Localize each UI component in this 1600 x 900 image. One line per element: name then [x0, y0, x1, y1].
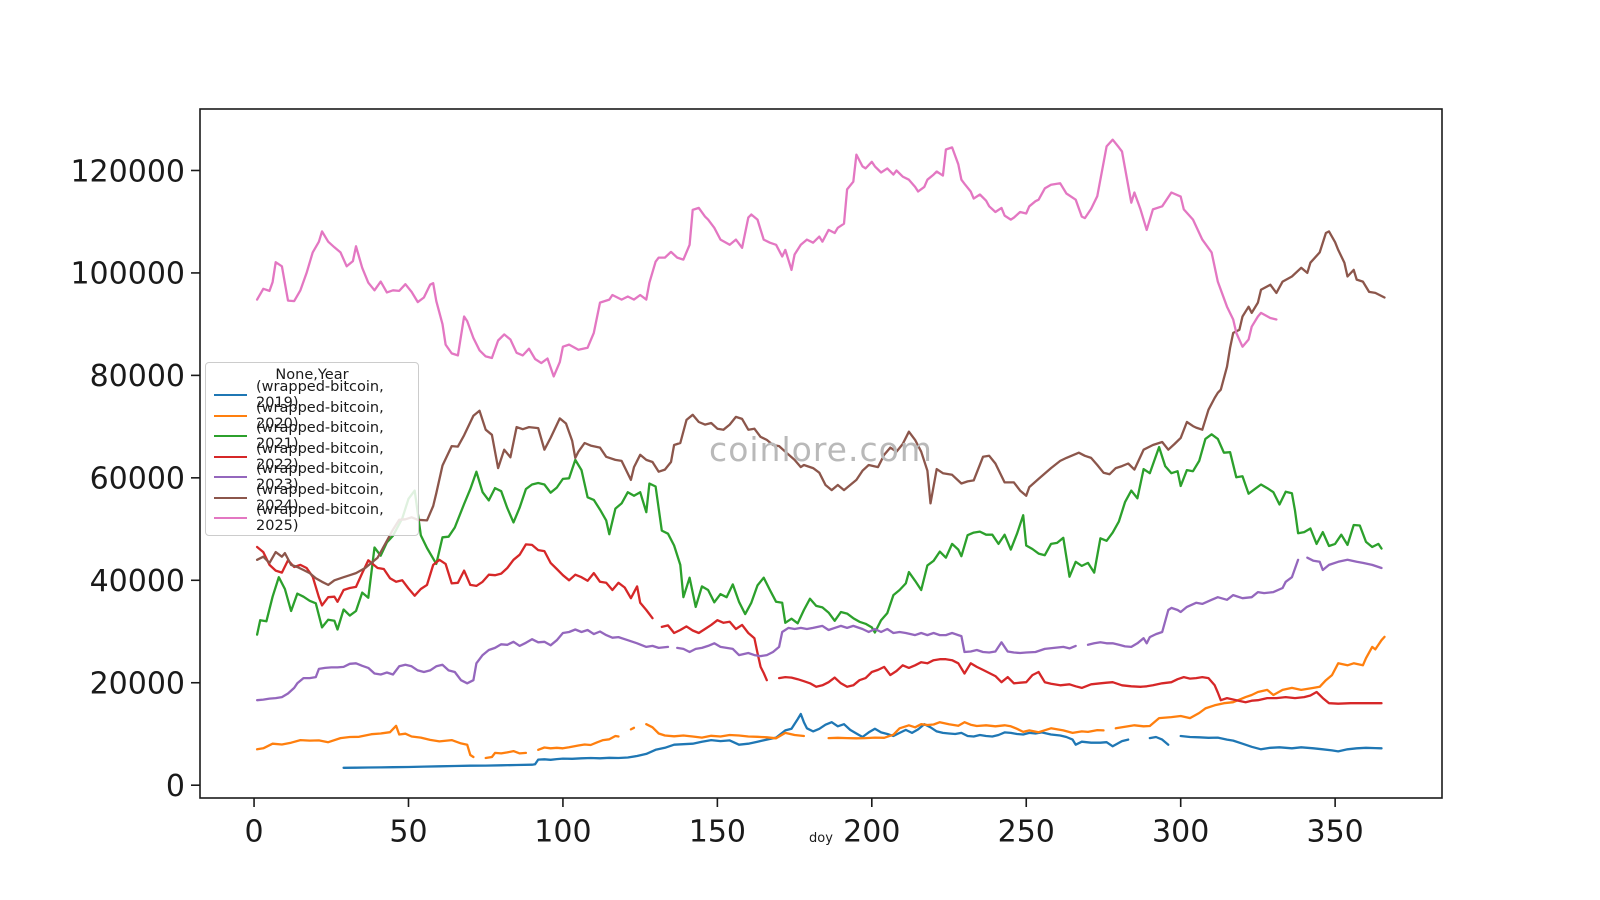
- series-line-2020: [255, 724, 475, 759]
- legend-label: (wrapped-bitcoin, 2025): [256, 502, 384, 535]
- legend-item-2019: (wrapped-bitcoin, 2019): [214, 379, 410, 411]
- x-tick-label: 300: [1152, 815, 1209, 850]
- legend-swatch-2021: [214, 435, 247, 438]
- y-tick-label: 60000: [90, 462, 185, 497]
- series-line-2019: [1148, 735, 1170, 746]
- x-axis-label: doy: [809, 831, 833, 846]
- legend-swatch-2020: [214, 414, 247, 417]
- y-tick-label: 100000: [70, 257, 185, 292]
- legend: None,Year (wrapped-bitcoin, 2019) (wrappe…: [205, 362, 419, 536]
- legend-label: (wrapped-bitcoin, 2021): [256, 420, 384, 453]
- y-tick-label: 0: [166, 769, 185, 804]
- series-line-2023: [1306, 556, 1383, 572]
- legend-swatch-2023: [214, 476, 247, 479]
- legend-item-2020: (wrapped-bitcoin, 2020): [214, 400, 410, 432]
- series-line-2020: [629, 726, 636, 731]
- watermark: coinlore.com: [709, 430, 933, 469]
- axes-spines: [199, 108, 1443, 799]
- series-line-2022: [777, 658, 1383, 705]
- x-tick-label: 0: [245, 815, 264, 850]
- legend-item-2025: (wrapped-bitcoin, 2025): [214, 502, 410, 534]
- series-line-2020: [827, 721, 1105, 740]
- legend-item-2023: (wrapped-bitcoin, 2023): [214, 461, 410, 493]
- series-line-2020: [1114, 635, 1386, 730]
- series-line-2023: [255, 628, 670, 702]
- legend-swatch-2025: [214, 517, 247, 520]
- y-tick-label: 80000: [90, 359, 185, 394]
- series-line-2020: [537, 734, 620, 751]
- y-tick-label: 120000: [70, 154, 185, 189]
- series-line-2020: [484, 749, 528, 760]
- series-line-2025: [255, 138, 1278, 378]
- series-line-2022: [660, 619, 768, 682]
- series-line-2022: [255, 543, 654, 620]
- legend-item-2021: (wrapped-bitcoin, 2021): [214, 420, 410, 452]
- legend-label: (wrapped-bitcoin, 2023): [256, 461, 384, 494]
- y-tick-label: 20000: [90, 667, 185, 702]
- legend-item-2022: (wrapped-bitcoin, 2022): [214, 441, 410, 473]
- x-tick-label: 150: [689, 815, 746, 850]
- series-line-2023: [1086, 558, 1300, 649]
- legend-swatch-2019: [214, 394, 247, 397]
- legend-label: (wrapped-bitcoin, 2022): [256, 440, 384, 473]
- legend-label: (wrapped-bitcoin, 2019): [256, 379, 384, 412]
- legend-label: (wrapped-bitcoin, 2024): [256, 481, 384, 514]
- series-line-2019: [1179, 734, 1383, 753]
- x-tick-label: 100: [534, 815, 591, 850]
- legend-swatch-2024: [214, 496, 247, 499]
- legend-label: (wrapped-bitcoin, 2020): [256, 399, 384, 432]
- series-line-2019: [342, 712, 1130, 769]
- series-line-2021: [255, 433, 1383, 636]
- legend-title: None,Year: [275, 367, 349, 383]
- legend-swatch-2022: [214, 455, 247, 458]
- y-tick-label: 40000: [90, 564, 185, 599]
- x-tick-label: 350: [1306, 815, 1363, 850]
- x-tick-label: 250: [998, 815, 1055, 850]
- x-tick-label: 200: [843, 815, 900, 850]
- x-tick-label: 50: [389, 815, 427, 850]
- series-line-2024: [255, 230, 1386, 587]
- series-line-2023: [676, 624, 1077, 658]
- legend-item-2024: (wrapped-bitcoin, 2024): [214, 482, 410, 514]
- series-line-2020: [645, 723, 806, 740]
